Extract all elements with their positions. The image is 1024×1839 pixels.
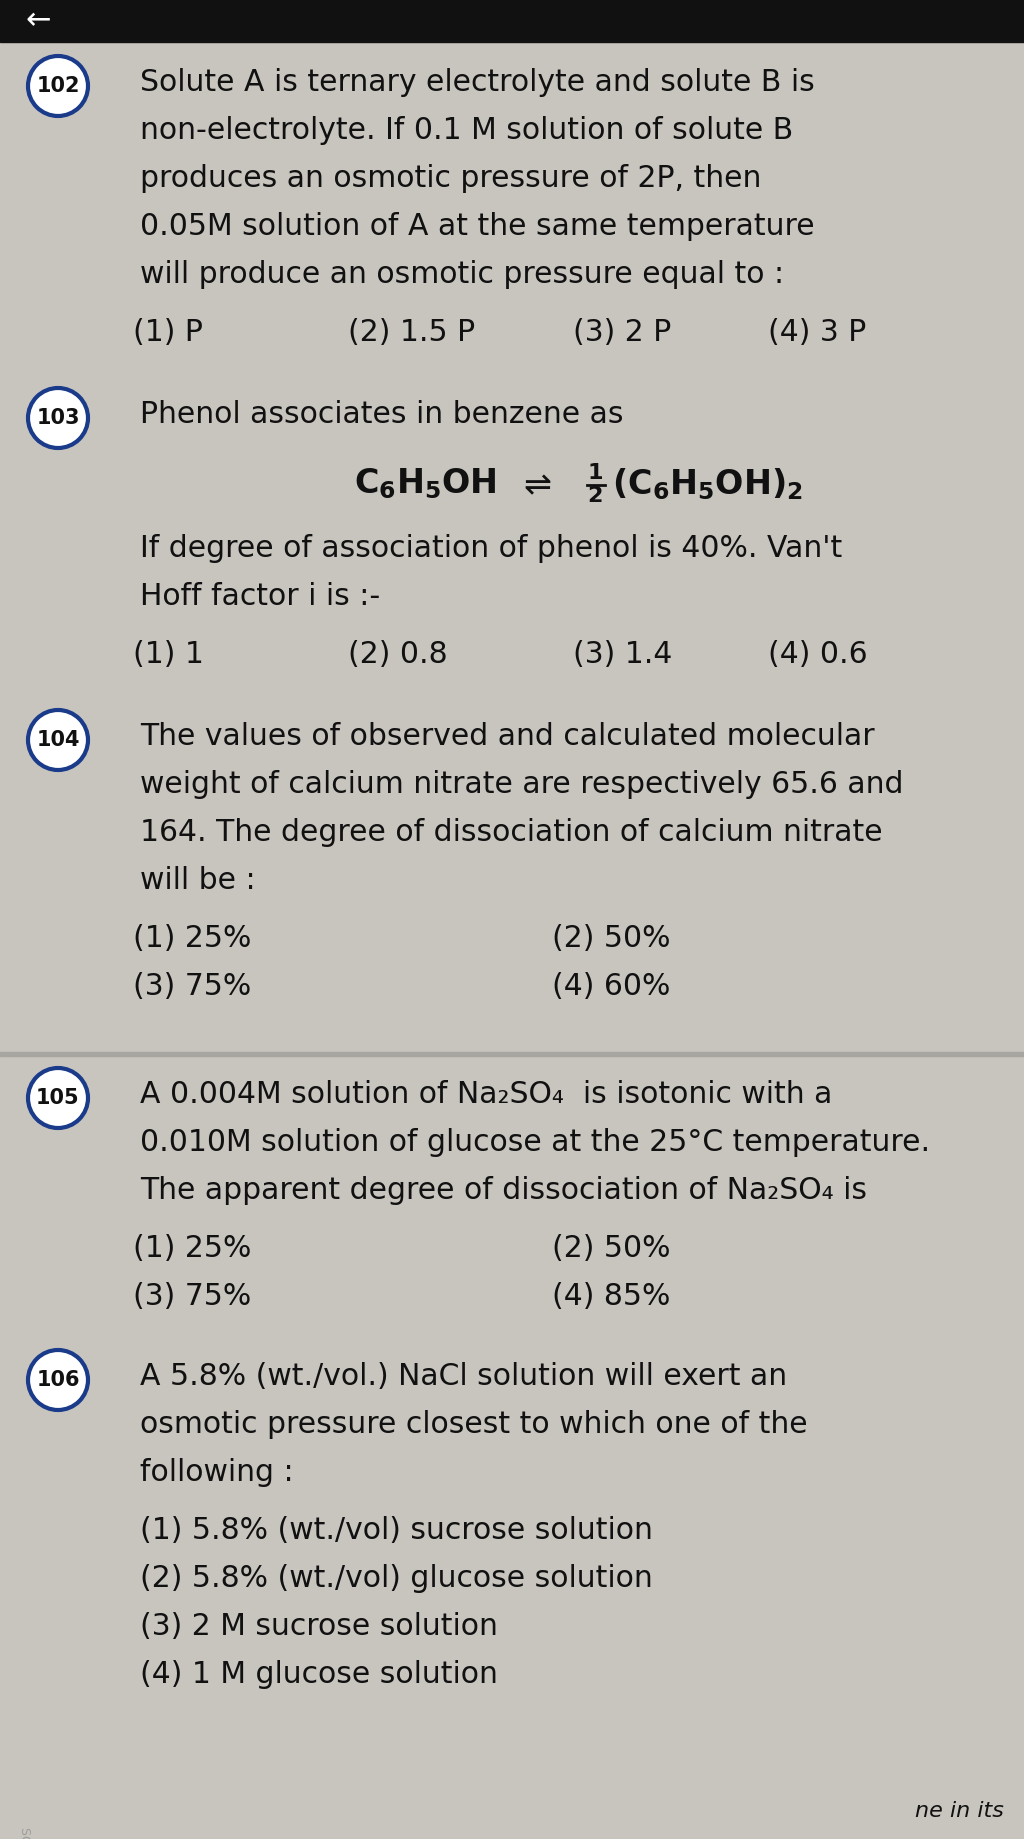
Text: (3) 2 M sucrose solution: (3) 2 M sucrose solution [140,1613,498,1640]
Bar [0,0,1024,42]
Text: 0.010M solution of glucose at the 25°C temperature.: 0.010M solution of glucose at the 25°C t… [140,1127,930,1157]
Text: will be :: will be : [140,866,256,896]
Bar [0,1052,1024,1056]
Text: (4) 0.6: (4) 0.6 [768,640,867,669]
Text: Solute A is ternary electrolyte and solute B is: Solute A is ternary electrolyte and solu… [140,68,815,97]
Text: If degree of association of phenol is 40%. Van't: If degree of association of phenol is 40… [140,533,843,563]
Text: A 0.004M solution of Na₂SO₄  is isotonic with a: A 0.004M solution of Na₂SO₄ is isotonic … [140,1079,833,1109]
Text: will produce an osmotic pressure equal to :: will produce an osmotic pressure equal t… [140,259,784,289]
Text: (1) 25%: (1) 25% [133,1234,251,1263]
Text: The apparent degree of dissociation of Na₂SO₄ is: The apparent degree of dissociation of N… [140,1175,867,1205]
Text: (2) 1.5 P: (2) 1.5 P [348,318,475,348]
Text: produces an osmotic pressure of 2P, then: produces an osmotic pressure of 2P, then [140,164,762,193]
Circle shape [28,388,88,449]
Text: 106: 106 [36,1370,80,1390]
Text: osmotic pressure closest to which one of the: osmotic pressure closest to which one of… [140,1411,808,1438]
Text: weight of calcium nitrate are respectively 65.6 and: weight of calcium nitrate are respective… [140,771,903,798]
Text: 104: 104 [36,730,80,750]
Text: $\mathbf{C_6H_5OH}$: $\mathbf{C_6H_5OH}$ [354,465,497,500]
Text: (2) 5.8% (wt./vol) glucose solution: (2) 5.8% (wt./vol) glucose solution [140,1563,652,1593]
Text: (3) 75%: (3) 75% [133,973,251,1000]
Circle shape [28,710,88,771]
Text: Hoff factor i is :-: Hoff factor i is :- [140,581,380,611]
Text: Phenol associates in benzene as: Phenol associates in benzene as [140,401,624,428]
Text: (2) 50%: (2) 50% [552,923,671,953]
Text: following :: following : [140,1458,294,1488]
Text: 103: 103 [36,408,80,428]
Text: 164. The degree of dissociation of calcium nitrate: 164. The degree of dissociation of calci… [140,818,883,848]
Text: $\rightleftharpoons$: $\rightleftharpoons$ [517,469,552,502]
Text: (3) 2 P: (3) 2 P [573,318,672,348]
Text: 2: 2 [588,485,603,506]
Text: (1) 25%: (1) 25% [133,923,251,953]
Text: (4) 3 P: (4) 3 P [768,318,866,348]
Text: $\mathbf{(C_6H_5OH)_2}$: $\mathbf{(C_6H_5OH)_2}$ [612,465,803,502]
Text: ne in its: ne in its [915,1800,1004,1821]
Text: (3) 75%: (3) 75% [133,1282,251,1311]
Text: (3) 1.4: (3) 1.4 [573,640,673,669]
Text: (4) 60%: (4) 60% [552,973,671,1000]
Text: (2) 0.8: (2) 0.8 [348,640,447,669]
Text: 102: 102 [36,75,80,96]
Text: (2) 50%: (2) 50% [552,1234,671,1263]
Text: 105: 105 [36,1089,80,1109]
Text: (4) 85%: (4) 85% [552,1282,671,1311]
Text: (1) 1: (1) 1 [133,640,204,669]
Text: The values of observed and calculated molecular: The values of observed and calculated mo… [140,723,874,750]
Text: SOLUTION 102  EXERCISE 163: SOLUTION 102 EXERCISE 163 [18,1826,31,1839]
Text: (1) 5.8% (wt./vol) sucrose solution: (1) 5.8% (wt./vol) sucrose solution [140,1515,653,1545]
Circle shape [28,1068,88,1127]
Text: 0.05M solution of A at the same temperature: 0.05M solution of A at the same temperat… [140,211,815,241]
Text: 1: 1 [587,463,603,484]
Text: (1) P: (1) P [133,318,203,348]
Text: ←: ← [26,7,51,35]
Circle shape [28,1350,88,1411]
Text: (4) 1 M glucose solution: (4) 1 M glucose solution [140,1661,498,1688]
Text: A 5.8% (wt./vol.) NaCl solution will exert an: A 5.8% (wt./vol.) NaCl solution will exe… [140,1363,787,1390]
Circle shape [28,55,88,116]
Text: non-electrolyte. If 0.1 M solution of solute B: non-electrolyte. If 0.1 M solution of so… [140,116,794,145]
